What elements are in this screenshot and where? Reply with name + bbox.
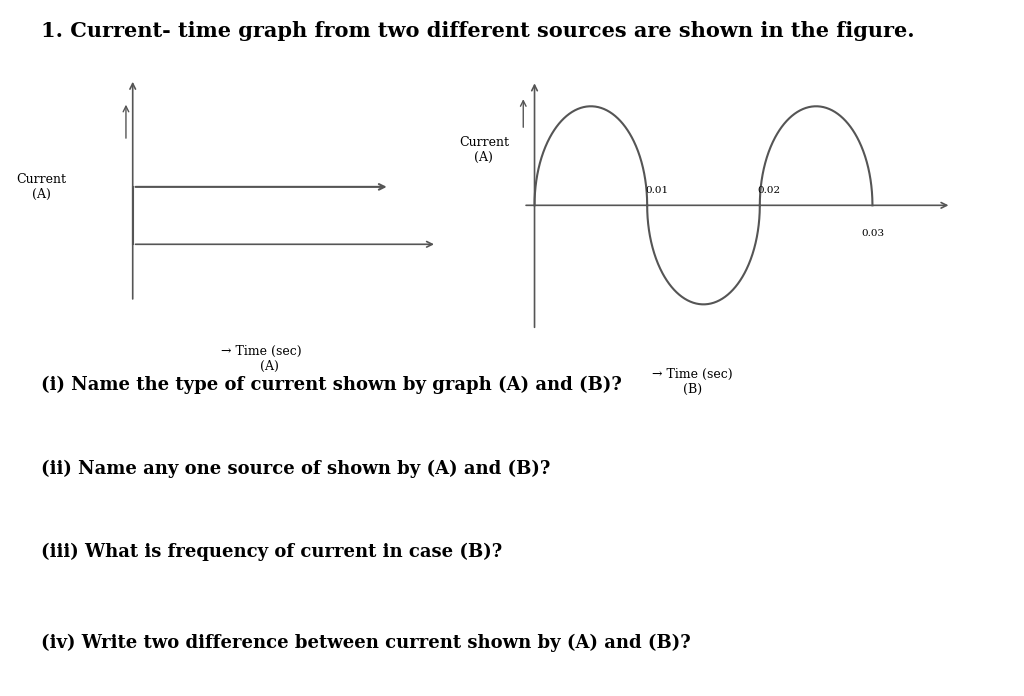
Text: Current
(A): Current (A) [16,173,67,201]
Text: → Time (sec)
(B): → Time (sec) (B) [652,367,732,396]
Text: 0.01: 0.01 [645,187,668,196]
Text: → Time (sec)
    (A): → Time (sec) (A) [221,345,301,373]
Text: 0.03: 0.03 [861,229,884,238]
Text: (iv) Write two difference between current shown by (A) and (B)?: (iv) Write two difference between curren… [41,633,690,651]
Text: (ii) Name any one source of shown by (A) and (B)?: (ii) Name any one source of shown by (A)… [41,459,550,477]
Text: 1. Current- time graph from two different sources are shown in the figure.: 1. Current- time graph from two differen… [41,21,914,41]
Text: (iii) What is frequency of current in case (B)?: (iii) What is frequency of current in ca… [41,543,502,561]
Text: (i) Name the type of current shown by graph (A) and (B)?: (i) Name the type of current shown by gr… [41,376,622,394]
Text: 0.02: 0.02 [758,187,780,196]
Text: Current
(A): Current (A) [459,136,509,164]
